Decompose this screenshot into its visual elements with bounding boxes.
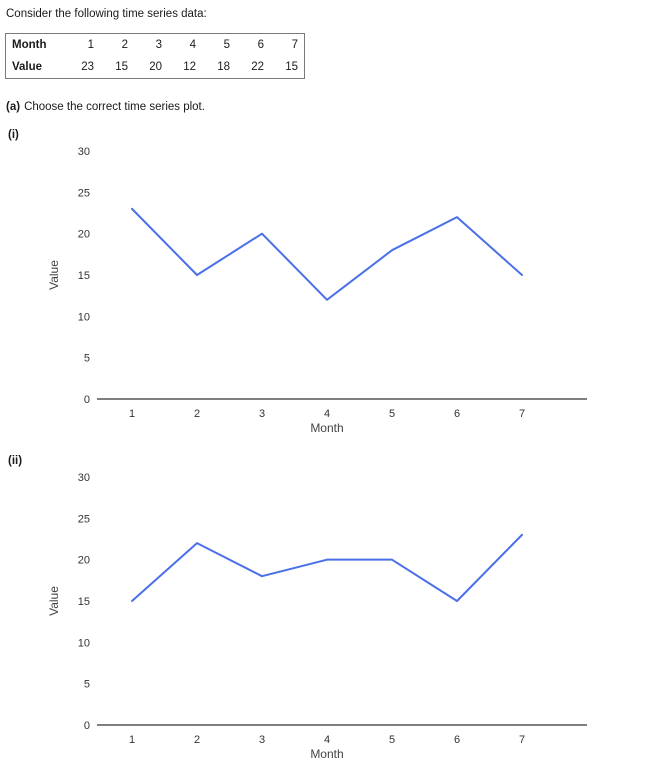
time-series-chart-option-ii: 0 5 10 15 20 25 30 1 2 3 4 5 6 7 Month Value [47, 472, 587, 759]
svg-text:3: 3 [259, 734, 265, 746]
svg-text:0: 0 [84, 394, 90, 406]
svg-text:25: 25 [78, 187, 90, 199]
question-prompt: (a) Choose the correct time series plot. [6, 101, 645, 113]
svg-text:5: 5 [389, 408, 395, 420]
svg-text:2: 2 [194, 408, 200, 420]
table-row-value: Value 23 15 20 12 18 22 15 [6, 56, 305, 79]
value-cell: 12 [183, 61, 196, 73]
time-series-chart-option-i: 0 5 10 15 20 25 30 1 2 3 4 5 6 7 Month Value [47, 146, 587, 433]
value-cell: 15 [115, 61, 128, 73]
month-cell: 3 [155, 39, 162, 51]
svg-text:5: 5 [84, 353, 90, 365]
svg-text:1: 1 [129, 408, 135, 420]
svg-text:5: 5 [389, 734, 395, 746]
option-label-i: (i) [8, 129, 19, 141]
svg-text:Value: Value [47, 586, 61, 616]
value-cell: 15 [285, 61, 298, 73]
svg-text:25: 25 [78, 513, 90, 525]
time-series-data-table: Month 1 2 3 4 5 6 7 Value 23 15 20 12 18… [5, 33, 305, 79]
question-text: Choose the correct time series plot. [24, 101, 205, 113]
row-label-month: Month [12, 39, 47, 51]
svg-text:6: 6 [454, 734, 460, 746]
svg-text:30: 30 [78, 146, 90, 158]
svg-text:Value: Value [47, 260, 61, 290]
table-row-month: Month 1 2 3 4 5 6 7 [6, 34, 305, 57]
svg-text:20: 20 [78, 555, 90, 567]
svg-text:4: 4 [324, 408, 330, 420]
svg-text:30: 30 [78, 472, 90, 484]
svg-text:Month: Month [310, 747, 343, 759]
month-cell: 5 [223, 39, 230, 51]
value-cell: 22 [251, 61, 264, 73]
svg-text:2: 2 [194, 734, 200, 746]
svg-text:7: 7 [519, 734, 525, 746]
svg-text:10: 10 [78, 637, 90, 649]
svg-text:6: 6 [454, 408, 460, 420]
svg-text:15: 15 [78, 270, 90, 282]
svg-text:5: 5 [84, 679, 90, 691]
svg-text:Month: Month [310, 421, 343, 433]
svg-text:3: 3 [259, 408, 265, 420]
svg-text:15: 15 [78, 596, 90, 608]
month-cell: 7 [291, 39, 298, 51]
option-label-ii: (ii) [8, 455, 23, 467]
svg-text:20: 20 [78, 229, 90, 241]
month-cell: 2 [121, 39, 128, 51]
intro-text: Consider the following time series data: [6, 8, 207, 20]
month-cell: 6 [257, 39, 264, 51]
value-cell: 23 [81, 61, 94, 73]
month-cell: 1 [87, 39, 94, 51]
question-part-label: (a) [6, 101, 21, 113]
svg-text:10: 10 [78, 311, 90, 323]
svg-text:1: 1 [129, 734, 135, 746]
row-label-value: Value [12, 61, 43, 73]
svg-text:7: 7 [519, 408, 525, 420]
value-cell: 18 [217, 61, 230, 73]
svg-text:4: 4 [324, 734, 330, 746]
month-cell: 4 [189, 39, 196, 51]
value-cell: 20 [149, 61, 162, 73]
svg-text:0: 0 [84, 720, 90, 732]
